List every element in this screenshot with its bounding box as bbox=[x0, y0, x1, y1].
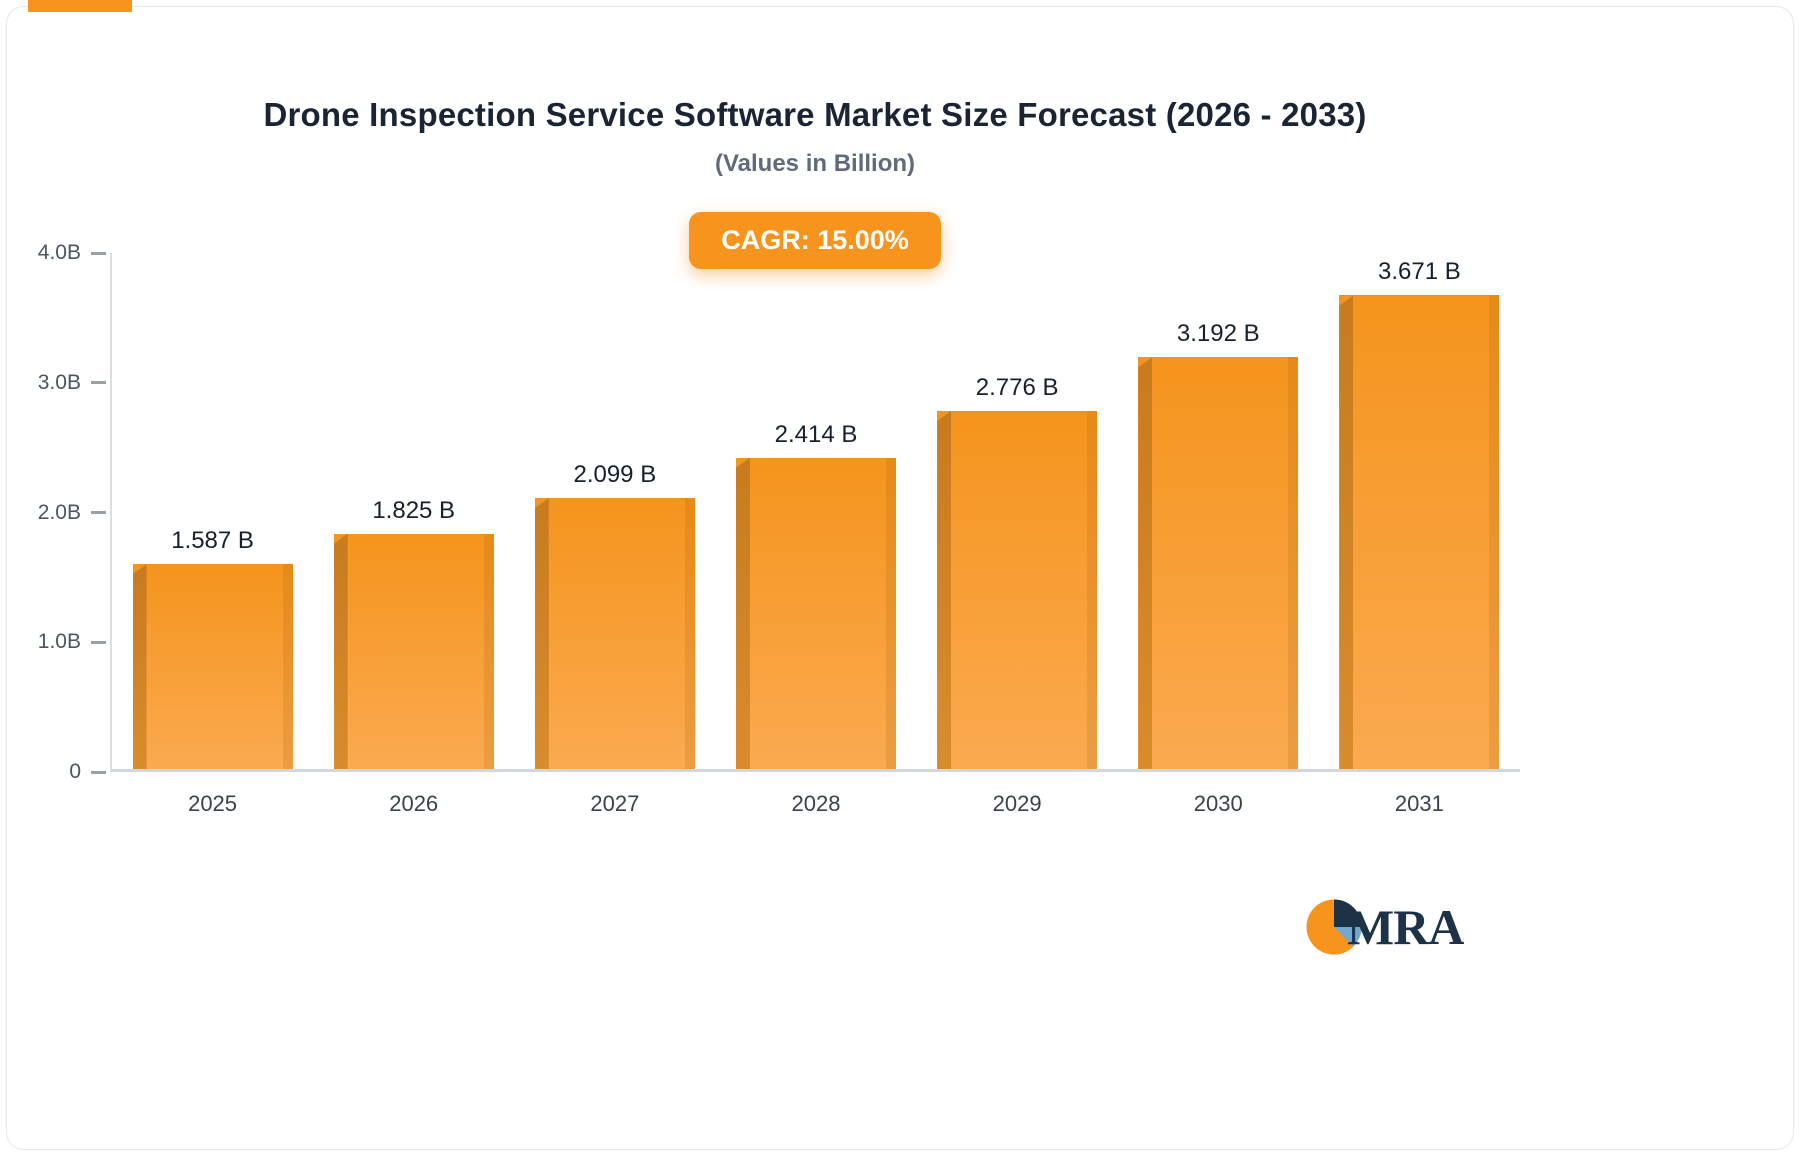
x-axis-label: 2031 bbox=[1394, 791, 1444, 816]
bar-value-label: 2.099 B bbox=[573, 461, 657, 489]
bar-value-label: 2.414 B bbox=[774, 420, 858, 448]
chart-header: Drone Inspection Service Software Market… bbox=[0, 0, 1630, 269]
bar-chart-plot: 1.587 B 2025 1.825 B 2026 2.099 B 2027 2.414 B… bbox=[110, 253, 1520, 816]
bar[interactable] bbox=[735, 457, 896, 770]
x-axis-label: 2030 bbox=[1193, 791, 1243, 816]
y-tick-dash bbox=[91, 381, 106, 385]
x-axis-label: 2027 bbox=[590, 791, 640, 816]
chart-subtitle: (Values in Billion) bbox=[714, 150, 916, 177]
bar-value-label: 3.671 B bbox=[1378, 258, 1461, 286]
y-tick-dash bbox=[91, 511, 106, 514]
x-axis-label: 2026 bbox=[389, 791, 439, 816]
y-tick-dash bbox=[91, 770, 106, 774]
y-tick: 2.0B bbox=[38, 501, 106, 525]
y-tick-dash bbox=[91, 251, 106, 255]
bar-group: 3.192 B 2030 bbox=[1119, 253, 1317, 816]
y-tick: 1.0B bbox=[38, 630, 106, 654]
top-accent-bar bbox=[28, 0, 132, 12]
y-tick: 3.0B bbox=[38, 371, 106, 395]
y-axis: 4.0B 3.0B 2.0B 1.0B 0 bbox=[0, 241, 106, 783]
bar-value-label: 1.825 B bbox=[372, 496, 456, 524]
bar-value-label: 3.192 B bbox=[1176, 320, 1260, 348]
bar[interactable] bbox=[937, 410, 1098, 770]
bar[interactable] bbox=[1339, 295, 1500, 769]
y-tick: 4.0B bbox=[38, 241, 106, 265]
x-axis-label: 2025 bbox=[188, 791, 238, 816]
logo-text: MRA bbox=[1347, 899, 1464, 955]
bar-value-label: 2.776 B bbox=[975, 373, 1059, 401]
bar[interactable] bbox=[1138, 357, 1299, 769]
bar-group: 2.776 B 2029 bbox=[918, 253, 1116, 816]
bar[interactable] bbox=[333, 533, 494, 770]
x-axis-label: 2028 bbox=[791, 791, 841, 816]
y-tick: 0 bbox=[69, 760, 106, 784]
bar-group: 2.414 B 2028 bbox=[717, 253, 915, 816]
bar-group: 3.671 B 2031 bbox=[1320, 253, 1518, 816]
bar-group: 1.825 B 2026 bbox=[315, 253, 513, 816]
bar[interactable] bbox=[534, 498, 695, 769]
y-tick-label: 3.0B bbox=[37, 370, 81, 394]
brand-logo: MRA bbox=[1305, 898, 1464, 956]
bar[interactable] bbox=[132, 564, 293, 769]
bar-group: 2.099 B 2027 bbox=[516, 253, 714, 816]
bar-group: 1.587 B 2025 bbox=[114, 253, 312, 816]
y-tick-label: 2.0B bbox=[37, 500, 81, 524]
y-tick-label: 1.0B bbox=[37, 630, 81, 654]
x-axis-label: 2029 bbox=[992, 791, 1042, 816]
chart-title: Drone Inspection Service Software Market… bbox=[263, 96, 1367, 133]
y-tick-label: 4.0B bbox=[37, 241, 81, 264]
y-tick-label: 0 bbox=[69, 760, 81, 783]
y-tick-dash bbox=[91, 640, 106, 644]
bar-value-label: 1.587 B bbox=[171, 527, 254, 555]
cagr-badge: CAGR: 15.00% bbox=[689, 212, 941, 269]
logo-pie-icon bbox=[1306, 899, 1362, 955]
